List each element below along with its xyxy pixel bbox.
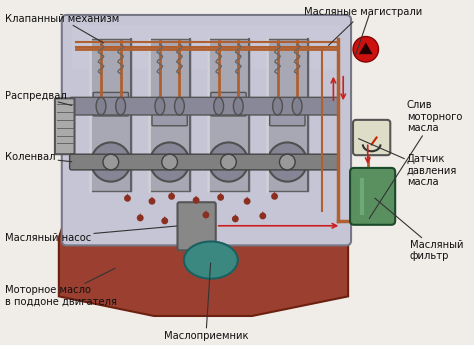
Circle shape (103, 154, 118, 170)
FancyBboxPatch shape (62, 15, 351, 245)
Circle shape (150, 142, 189, 182)
Polygon shape (194, 195, 199, 201)
Circle shape (193, 197, 200, 204)
FancyBboxPatch shape (55, 98, 74, 154)
Polygon shape (162, 216, 167, 222)
Ellipse shape (214, 97, 224, 115)
Polygon shape (149, 196, 155, 202)
Circle shape (244, 198, 251, 205)
Polygon shape (359, 42, 373, 54)
Bar (166, 125, 173, 162)
FancyBboxPatch shape (211, 92, 246, 116)
FancyBboxPatch shape (70, 154, 338, 170)
Circle shape (148, 198, 155, 205)
FancyBboxPatch shape (350, 168, 395, 225)
Circle shape (280, 154, 295, 170)
Text: Датчик
давления
масла: Датчик давления масла (358, 139, 457, 187)
Polygon shape (233, 214, 238, 220)
Circle shape (353, 37, 379, 62)
Polygon shape (203, 210, 209, 216)
Ellipse shape (292, 97, 302, 115)
Bar (90, 39, 131, 191)
Text: Клапанный механизм: Клапанный механизм (5, 14, 119, 43)
FancyBboxPatch shape (70, 97, 338, 115)
Ellipse shape (233, 97, 243, 115)
Polygon shape (218, 193, 223, 198)
Circle shape (91, 142, 130, 182)
Circle shape (168, 193, 175, 200)
Circle shape (202, 211, 210, 218)
Ellipse shape (116, 97, 126, 115)
Bar (283, 125, 291, 162)
Text: Слив
моторного
масла: Слив моторного масла (369, 100, 462, 218)
FancyBboxPatch shape (353, 120, 390, 155)
Circle shape (137, 215, 144, 221)
Circle shape (161, 217, 168, 224)
Ellipse shape (273, 97, 283, 115)
Ellipse shape (174, 97, 184, 115)
Text: Маслоприемник: Маслоприемник (164, 263, 248, 341)
Circle shape (162, 154, 177, 170)
Text: Масляные магистрали: Масляные магистрали (304, 7, 422, 46)
Bar (149, 39, 190, 191)
Text: Распредвал: Распредвал (5, 91, 72, 106)
Text: Коленвал: Коленвал (5, 152, 72, 162)
Ellipse shape (96, 97, 106, 115)
Bar (225, 115, 232, 162)
Text: Моторное масло
в поддоне двигателя: Моторное масло в поддоне двигателя (5, 268, 117, 306)
Bar (107, 115, 115, 162)
Bar (267, 39, 308, 191)
FancyBboxPatch shape (152, 102, 187, 126)
Circle shape (268, 142, 307, 182)
Circle shape (209, 142, 248, 182)
Ellipse shape (184, 241, 238, 279)
Text: Масляный насос: Масляный насос (5, 226, 177, 243)
Polygon shape (59, 208, 348, 316)
Ellipse shape (155, 97, 165, 115)
FancyBboxPatch shape (93, 92, 128, 116)
Polygon shape (138, 213, 143, 219)
Circle shape (259, 213, 266, 219)
Polygon shape (260, 211, 265, 217)
Polygon shape (125, 194, 130, 199)
Polygon shape (169, 191, 174, 197)
Circle shape (271, 193, 278, 200)
Circle shape (217, 194, 224, 201)
Circle shape (124, 195, 131, 202)
Bar (208, 39, 249, 191)
FancyBboxPatch shape (270, 102, 305, 126)
FancyBboxPatch shape (177, 202, 216, 250)
Polygon shape (245, 196, 250, 202)
FancyBboxPatch shape (72, 25, 341, 69)
Circle shape (232, 216, 239, 222)
Polygon shape (272, 191, 277, 197)
Text: Масляный
фильтр: Масляный фильтр (375, 198, 464, 261)
Circle shape (220, 154, 237, 170)
